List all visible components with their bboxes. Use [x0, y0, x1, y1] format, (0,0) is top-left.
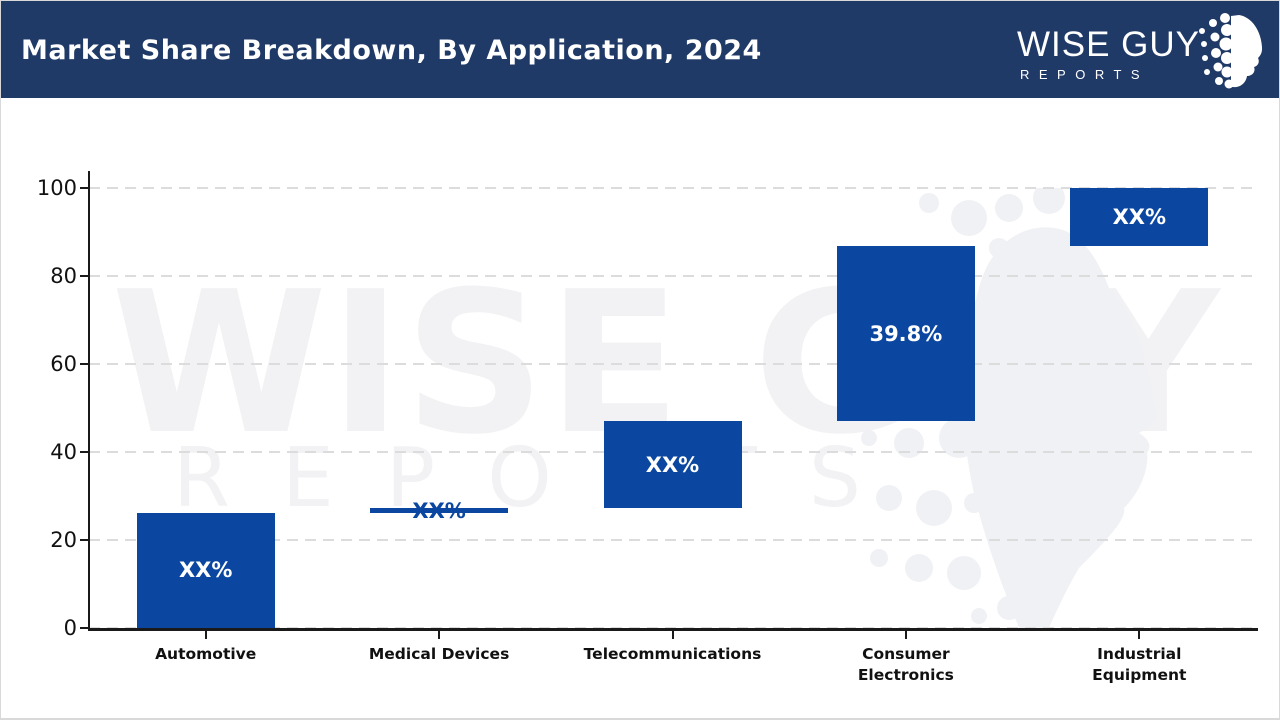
xtick-mark	[904, 631, 907, 639]
ytick-label-80: 80	[50, 264, 77, 288]
logo-subtext: REPORTS	[1020, 67, 1150, 82]
bar-label: XX%	[178, 558, 233, 583]
xaxis-label-consumer-electronics: Consumer Electronics	[857, 645, 954, 684]
bar-label: XX%	[645, 452, 700, 477]
bar-industrial-equipment: XX%	[1070, 188, 1209, 247]
xtick-mark	[438, 631, 441, 639]
chart-area: WISE GUY REPORTS X	[1, 98, 1279, 719]
logo-face-icon	[1199, 13, 1263, 89]
bar-automotive: XX%	[136, 512, 275, 628]
bar-label: 39.8%	[869, 321, 943, 346]
ytick-label-60: 60	[50, 352, 77, 376]
plot-area: XX% XX% XX% 39.8% XX%	[89, 187, 1256, 629]
logo-wordmark: WISE GUY	[1017, 25, 1201, 64]
gridline-80	[89, 275, 1256, 277]
ytick-mark	[80, 539, 88, 541]
ytick-mark	[80, 275, 88, 277]
bar-medical-devices: XX%	[370, 499, 509, 523]
ytick-mark	[80, 363, 88, 365]
xtick-mark	[671, 631, 674, 639]
ytick-label-20: 20	[50, 528, 77, 552]
ytick-label-100: 100	[36, 176, 77, 200]
xtick-mark	[1138, 631, 1141, 639]
xaxis-label-automotive: Automotive	[155, 645, 257, 663]
ytick-mark	[80, 451, 88, 453]
gridline-20	[89, 539, 1256, 541]
xaxis-label-telecommunications: Telecommunications	[583, 645, 762, 663]
ytick-label-0: 0	[63, 616, 77, 640]
page-title: Market Share Breakdown, By Application, …	[21, 35, 762, 66]
xaxis-label-industrial-equipment: Industrial Equipment	[1092, 645, 1187, 684]
gridline-60	[89, 363, 1256, 365]
ytick-mark	[80, 627, 88, 629]
x-axis	[88, 628, 1258, 631]
header-banner: Market Share Breakdown, By Application, …	[1, 1, 1279, 98]
bar-consumer-electronics: 39.8%	[836, 246, 975, 422]
bar-label: XX%	[412, 498, 466, 523]
gridline-100	[89, 187, 1256, 189]
xtick-mark	[204, 631, 207, 639]
xaxis-label-medical-devices: Medical Devices	[368, 645, 510, 663]
wiseguy-logo: WISE GUY REPORTS	[1017, 9, 1267, 91]
ytick-label-40: 40	[50, 440, 77, 464]
bar-telecommunications: XX%	[603, 421, 742, 509]
ytick-mark	[80, 187, 88, 189]
bar-label: XX%	[1112, 205, 1167, 230]
y-axis	[88, 171, 90, 630]
